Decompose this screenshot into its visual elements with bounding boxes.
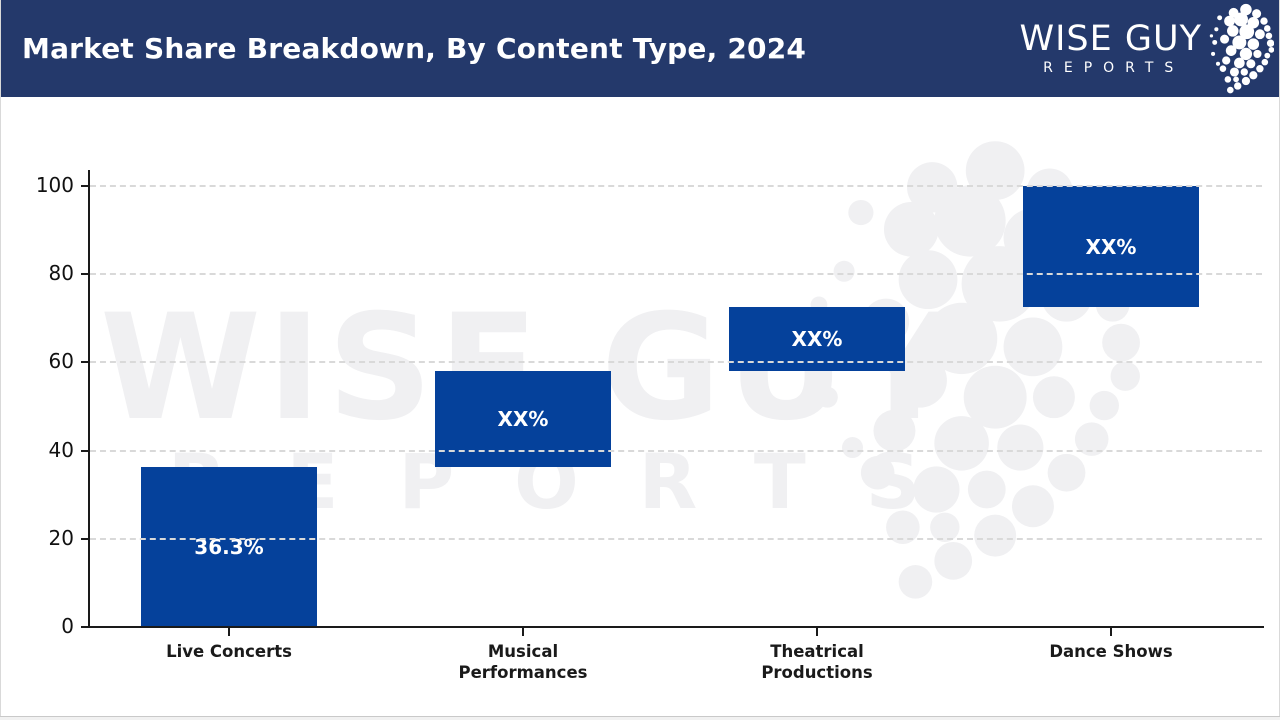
x-category-label: Theatrical Productions <box>761 642 873 683</box>
y-tick-mark <box>81 449 89 452</box>
y-tick-label: 0 <box>61 614 74 638</box>
y-tick-label: 20 <box>48 525 74 550</box>
y-tick-mark <box>81 273 89 276</box>
y-axis-line <box>88 170 90 628</box>
y-tick-mark <box>81 361 89 364</box>
bar: XX% <box>435 371 611 467</box>
grid-line <box>90 537 1262 540</box>
header-bar: Market Share Breakdown, By Content Type,… <box>0 0 1280 97</box>
x-category-label: Dance Shows <box>1049 642 1173 661</box>
x-category-label: Live Concerts <box>166 642 292 661</box>
grid-line <box>90 273 1262 276</box>
x-tick-mark <box>522 628 524 636</box>
bottom-edge-strip <box>0 717 1280 720</box>
bottom-edge-line <box>0 716 1280 717</box>
x-category-label: Musical Performances <box>458 642 588 683</box>
grid-line <box>90 449 1262 452</box>
y-tick-label: 40 <box>48 437 74 462</box>
bar-value-label: XX% <box>497 407 549 432</box>
y-tick-mark <box>81 537 89 540</box>
bar-value-label: XX% <box>791 327 843 352</box>
x-tick-mark <box>1110 628 1112 636</box>
y-tick-label: 60 <box>48 349 74 374</box>
logo-wordmark: WISE GUY <box>1019 18 1202 59</box>
bar: XX% <box>1023 186 1199 308</box>
y-tick-mark <box>81 626 89 628</box>
bar-value-label: XX% <box>1085 234 1137 259</box>
y-tick-label: 100 <box>35 173 74 197</box>
wiseguy-logo: WISE GUY REPORTS <box>1019 3 1280 95</box>
bar: 36.3% <box>141 466 317 627</box>
y-tick-label: 80 <box>48 261 74 286</box>
chart-area: WISE GUY REPORTS 0 20 40 60 80 100 36.3% Live C… <box>0 97 1280 716</box>
x-axis-line <box>88 626 1264 628</box>
logo-subtitle: REPORTS <box>1043 59 1185 76</box>
x-tick-mark <box>228 628 230 636</box>
page-title: Market Share Breakdown, By Content Type,… <box>22 32 807 65</box>
x-tick-mark <box>816 628 818 636</box>
y-tick-mark <box>81 185 89 187</box>
grid-line <box>90 361 1262 364</box>
wiseguy-face-icon <box>1209 3 1274 93</box>
grid-line <box>90 185 1262 187</box>
